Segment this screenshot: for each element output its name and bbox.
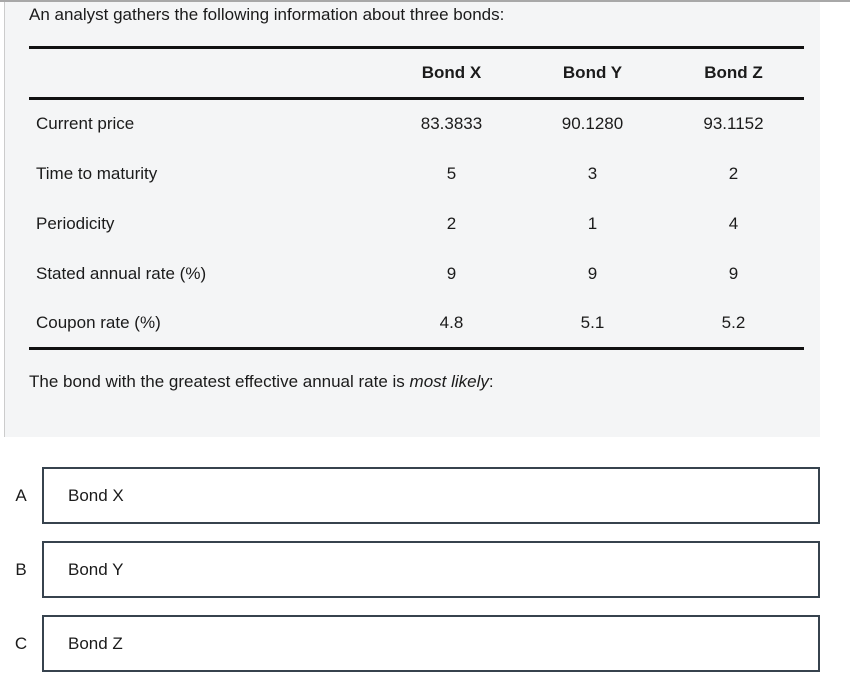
row-label: Stated annual rate (%) xyxy=(36,263,207,283)
row-label: Current price xyxy=(36,114,135,134)
row-label: Periodicity xyxy=(36,213,115,233)
table-header-cell-bond-y: Bond Y xyxy=(522,47,663,100)
table-header-row: Bond X Bond Y Bond Z xyxy=(29,47,804,100)
answer-options: A Bond X B Bond Y C Bond Z xyxy=(0,467,850,672)
table-header-cell-bond-x: Bond X xyxy=(381,47,522,100)
option-box-b[interactable]: Bond Y xyxy=(42,541,820,598)
option-letter-b: B xyxy=(15,559,27,579)
bond-data-table: Bond X Bond Y Bond Z Current price 83.38… xyxy=(29,46,804,350)
table-cell: 4 xyxy=(728,213,739,233)
row-label: Time to maturity xyxy=(36,163,158,183)
option-box-a[interactable]: Bond X xyxy=(42,467,820,524)
table-row-current-price: Current price 83.3833 90.1280 93.1152 xyxy=(29,99,804,149)
question-prompt-emphasis: most likely xyxy=(409,372,489,391)
table-cell: 9 xyxy=(446,263,457,283)
table-cell: 4.8 xyxy=(439,312,464,332)
question-prompt-prefix: The bond with the greatest effective ann… xyxy=(29,372,410,391)
table-cell: 2 xyxy=(728,163,739,183)
table-cell: 2 xyxy=(446,213,457,233)
table-header-cell-bond-z: Bond Z xyxy=(663,47,804,100)
table-cell: 1 xyxy=(587,213,598,233)
table-row-stated-annual-rate: Stated annual rate (%) 9 9 9 xyxy=(29,249,804,299)
option-box-c[interactable]: Bond Z xyxy=(42,615,820,672)
table-cell: 83.3833 xyxy=(420,114,483,134)
question-prompt-suffix: : xyxy=(488,372,494,391)
table-header-cell-blank xyxy=(29,47,381,100)
row-label: Coupon rate (%) xyxy=(36,312,161,332)
table-cell: 5.1 xyxy=(580,312,605,332)
answer-option-b: B Bond Y xyxy=(0,541,850,598)
table-cell: 5 xyxy=(446,163,457,183)
option-letter-c: C xyxy=(14,633,28,653)
question-stem-text: An analyst gathers the following informa… xyxy=(29,5,505,24)
table-cell: 5.2 xyxy=(721,312,746,332)
answer-option-a: A Bond X xyxy=(0,467,850,524)
question-stem-panel: An analyst gathers the following informa… xyxy=(4,2,820,437)
table-body: Current price 83.3833 90.1280 93.1152 Ti… xyxy=(29,99,804,349)
table-row-periodicity: Periodicity 2 1 4 xyxy=(29,199,804,249)
answer-option-c: C Bond Z xyxy=(0,615,850,672)
table-cell: 9 xyxy=(728,263,739,283)
table-row-coupon-rate: Coupon rate (%) 4.8 5.1 5.2 xyxy=(29,299,804,349)
table-cell: 9 xyxy=(587,263,598,283)
table-row-time-to-maturity: Time to maturity 5 3 2 xyxy=(29,149,804,199)
table-header: Bond X Bond Y Bond Z xyxy=(29,47,804,100)
table-cell: 93.1152 xyxy=(703,114,764,134)
top-divider xyxy=(0,0,850,2)
option-letter-a: A xyxy=(15,485,27,505)
question-prompt: The bond with the greatest effective ann… xyxy=(29,371,804,392)
table-cell: 90.1280 xyxy=(561,114,624,134)
table-cell: 3 xyxy=(587,163,598,183)
